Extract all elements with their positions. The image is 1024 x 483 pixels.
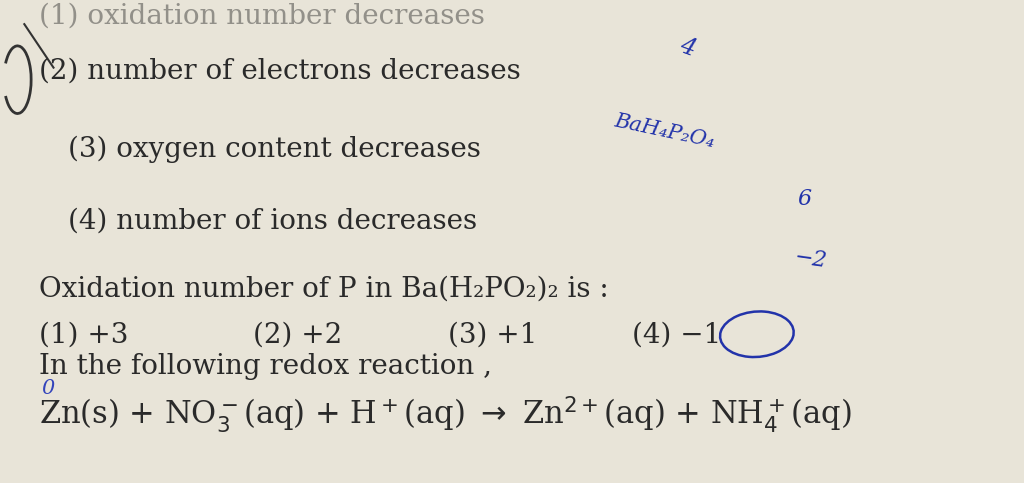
Text: Oxidation number of P in Ba(H₂PO₂)₂ is :: Oxidation number of P in Ba(H₂PO₂)₂ is : [39, 275, 608, 302]
Text: (2) +2: (2) +2 [253, 321, 342, 348]
Text: (3) +1: (3) +1 [447, 321, 537, 348]
Text: 6: 6 [798, 188, 812, 211]
Text: (1) +3: (1) +3 [39, 321, 128, 348]
Text: In the following redox reaction ,: In the following redox reaction , [39, 353, 492, 380]
Text: (1) oxidation number decreases: (1) oxidation number decreases [39, 2, 484, 29]
Text: (3) oxygen content decreases: (3) oxygen content decreases [69, 135, 481, 163]
Text: (4) −1: (4) −1 [633, 321, 722, 348]
Text: 0: 0 [41, 380, 54, 398]
Text: −2: −2 [793, 246, 828, 273]
Text: Zn(s) + NO$_3^-$(aq) + H$^+$(aq) $\rightarrow$ Zn$^{2+}$(aq) + NH$_4^+$(aq): Zn(s) + NO$_3^-$(aq) + H$^+$(aq) $\right… [39, 394, 852, 435]
Text: 4: 4 [676, 34, 698, 60]
Text: (2) number of electrons decreases: (2) number of electrons decreases [39, 58, 520, 85]
Text: BaH₄P₂O₄: BaH₄P₂O₄ [613, 111, 717, 151]
Text: (4) number of ions decreases: (4) number of ions decreases [69, 208, 477, 235]
